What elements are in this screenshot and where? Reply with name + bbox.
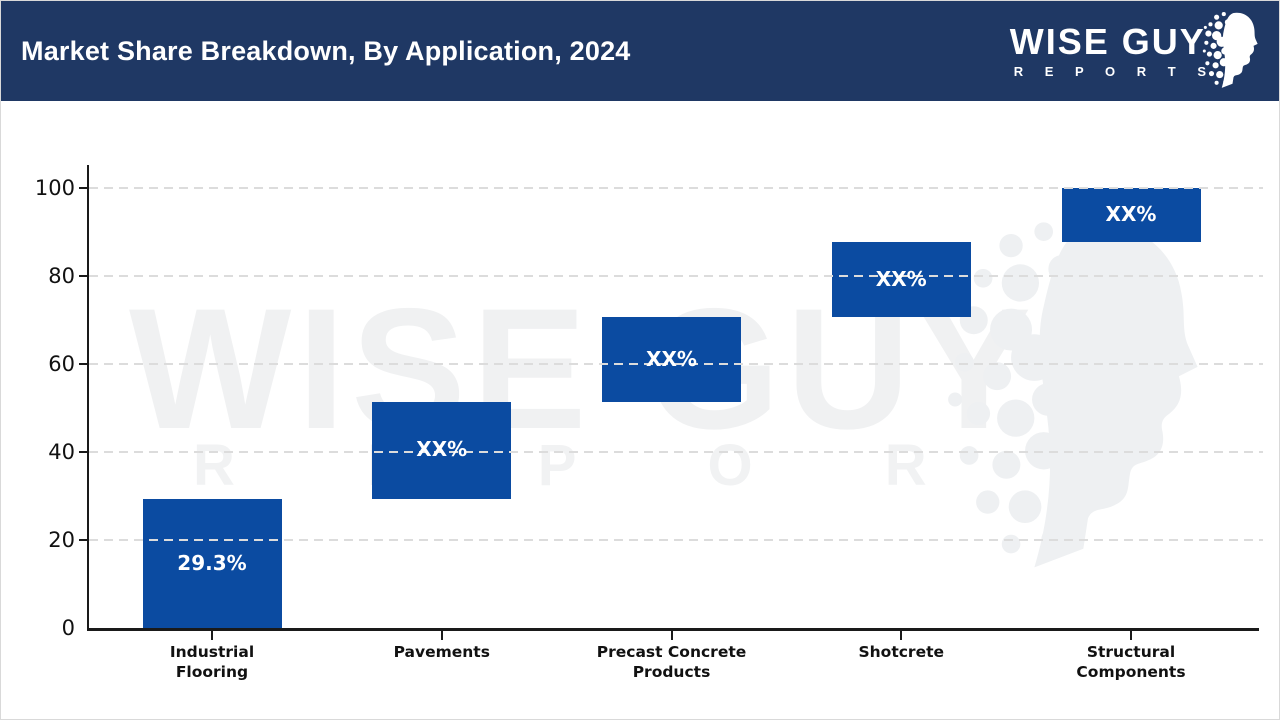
category-label-precast-concrete-products: Precast Concrete Products	[596, 643, 747, 682]
bar-precast-concrete-products	[602, 317, 741, 402]
y-tick-mark	[79, 363, 87, 365]
bar-value-label: XX%	[875, 266, 927, 291]
y-tick-label: 0	[61, 616, 75, 640]
x-tick-mark	[670, 631, 673, 640]
gridline-60	[89, 363, 1263, 365]
bar-value-label: XX%	[416, 437, 468, 462]
x-tick-mark	[900, 631, 903, 640]
gridline-80	[89, 275, 1263, 277]
y-tick-mark	[79, 275, 87, 277]
gridline-40	[89, 451, 1263, 453]
y-tick-mark	[79, 187, 87, 189]
x-tick-mark	[211, 631, 213, 640]
category-label-industrial-flooring: Industrial Flooring	[169, 643, 255, 682]
category-label-pavements: Pavements	[393, 643, 490, 661]
y-tick-label: 20	[48, 528, 75, 552]
y-tick-mark	[79, 451, 87, 453]
y-tick-label: 60	[48, 352, 75, 376]
y-tick-label: 40	[48, 440, 75, 464]
y-tick-mark	[79, 539, 87, 541]
bar-shotcrete	[831, 242, 971, 318]
bar-value-label: XX%	[1105, 202, 1157, 227]
category-label-shotcrete: Shotcrete	[858, 643, 945, 661]
gridline-100	[89, 187, 1263, 189]
header: Market Share Breakdown, By Application, …	[1, 1, 1279, 101]
bar-pavements	[372, 401, 512, 500]
bar-industrial-flooring	[142, 499, 282, 628]
brand-logo: WISE GUY R E P O R T S	[1010, 10, 1263, 92]
brand-subtitle: R E P O R T S	[1013, 63, 1215, 79]
x-axis	[87, 628, 1259, 631]
chart-title: Market Share Breakdown, By Application, …	[21, 35, 631, 66]
bar-value-label: 29.3%	[177, 550, 247, 575]
brand-name: WISE GUY	[1009, 20, 1206, 62]
x-tick-mark	[440, 631, 443, 640]
category-label-structural-components: Structural Components	[1076, 643, 1186, 682]
x-tick-mark	[1130, 631, 1132, 640]
y-tick-label: 80	[48, 264, 75, 288]
brand-face-icon	[1202, 12, 1258, 88]
y-tick-label: 100	[34, 176, 75, 200]
gridline-20	[89, 539, 1263, 541]
y-axis	[87, 165, 89, 631]
bar-value-label: XX%	[646, 346, 697, 371]
brand-wordmark: WISE GUY R E P O R T S	[1009, 20, 1215, 79]
